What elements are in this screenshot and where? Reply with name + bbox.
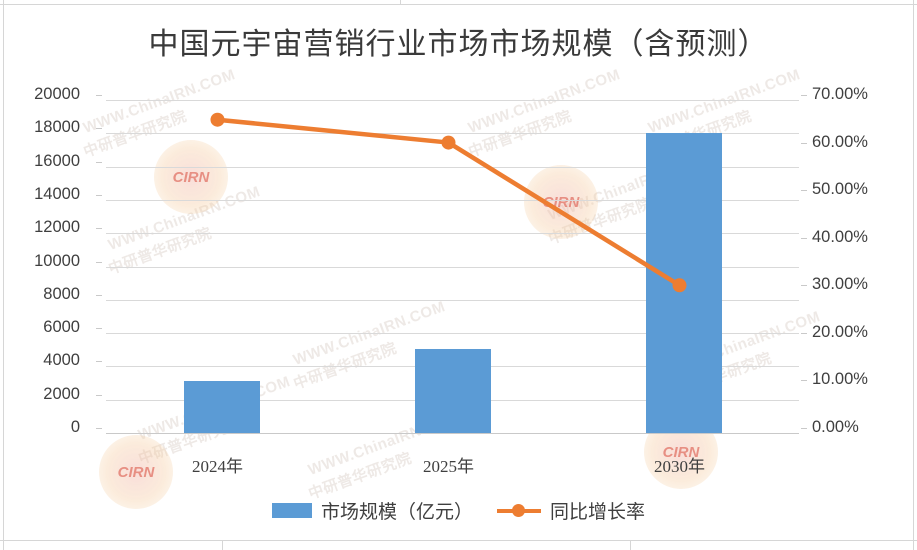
y-axis-left-tick-label: 16000 [34,151,80,170]
y-axis-left-tick-mark [96,395,102,396]
y-axis-right-tick-label: 40.00% [812,227,868,246]
legend-line-swatch-icon [497,503,541,518]
y-axis-left-tick-label: 12000 [34,218,80,237]
y-axis-left-tick-mark [96,162,102,163]
y-axis-left-tick-mark [96,262,102,263]
y-axis-right-tick-mark [801,95,807,96]
plot-inner [106,100,799,434]
legend-item-bar[interactable]: 市场规模（亿元） [271,497,473,524]
y-axis-right-tick-mark [801,428,807,429]
y-axis-left-tick-mark [96,228,102,229]
y-axis-right-tick-label: 0.00% [812,418,859,436]
chart-title: 中国元宇宙营销行业市场市场规模（含预测） [148,28,769,61]
y-axis-left-tick-label: 14000 [34,184,80,203]
cell-divider-left [222,540,223,550]
chart-area: WWW.ChinaIRN.COM 中研普华研究院 WWW.ChinaIRN.COM 中… [4,5,913,539]
y-axis-right-tick-label: 70.00% [812,85,868,103]
y-axis-left-tick-label: 6000 [43,318,80,337]
legend-label-line: 同比增长率 [550,502,646,523]
y-axis-right-tick-mark [801,380,807,381]
y-axis-right-tick-label: 20.00% [812,322,868,341]
plot-area [102,95,799,438]
bar[interactable] [646,133,722,433]
x-axis-tick-label: 2024年 [192,457,243,476]
frame-right-border [913,0,914,550]
y-axis-right-tick-mark [801,143,807,144]
chart-legend: 市场规模（亿元） 同比增长率 [4,497,913,524]
y-axis-left-tick-mark [96,95,102,96]
y-axis-left-tick-mark [96,128,102,129]
y-axis-left-tick-label: 20000 [34,85,80,103]
legend-item-line[interactable]: 同比增长率 [497,497,645,524]
axis-baseline [106,433,799,434]
y-axis-left-tick-label: 18000 [34,118,80,137]
gridline [106,100,799,101]
y-axis-right-tick-mark [801,333,807,334]
bar[interactable] [184,381,260,433]
x-axis-tick-label: 2025年 [423,457,474,476]
y-axis-left-tick-label: 10000 [34,251,80,270]
frame-left-border [3,0,4,550]
gridline [106,333,799,334]
cell-divider-top [400,0,401,5]
frame-bottom-border [0,540,917,541]
bar[interactable] [415,349,491,433]
frame-top-border [0,4,917,5]
y-axis-left-tick-label: 4000 [43,351,80,370]
y-axis-left-tick-mark [96,361,102,362]
cell-divider-right [630,540,631,550]
y-axis-right-tick-label: 60.00% [812,132,868,151]
y-axis-right-tick-mark [801,285,807,286]
y-axis-right-tick-label: 30.00% [812,275,868,294]
y-axis-left-tick-label: 8000 [43,284,80,303]
x-axis-tick-label: 2030年 [654,457,705,476]
y-axis-left-tick-mark [96,428,102,429]
y-axis-right-tick-mark [801,238,807,239]
y-axis-right-tick-label: 10.00% [812,370,868,389]
y-axis-left-tick-mark [96,195,102,196]
y-axis-right-tick-label: 50.00% [812,180,868,199]
y-axis-left-tick-mark [96,328,102,329]
y-axis-left-tick-label: 0 [70,418,80,436]
legend-label-bar: 市场规模（亿元） [320,502,473,523]
gridline [106,300,799,301]
y-axis-left-tick-label: 2000 [43,384,80,403]
legend-bar-swatch-icon [271,503,312,518]
y-axis-left-tick-mark [96,295,102,296]
y-axis-right-tick-mark [801,190,807,191]
